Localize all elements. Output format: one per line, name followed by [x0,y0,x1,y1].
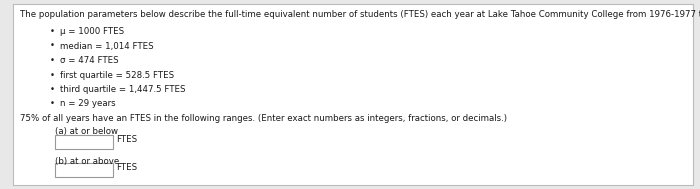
FancyBboxPatch shape [13,4,693,185]
Bar [55,135,113,149]
Text: •: • [50,85,55,94]
Text: σ = 474 FTES: σ = 474 FTES [60,56,118,65]
Text: FTES: FTES [116,136,137,145]
Bar [55,163,113,177]
Text: (a) at or below: (a) at or below [55,127,118,136]
Text: n = 29 years: n = 29 years [60,99,116,108]
Text: 75% of all years have an FTES in the following ranges. (Enter exact numbers as i: 75% of all years have an FTES in the fol… [20,114,507,123]
Text: third quartile = 1,447.5 FTES: third quartile = 1,447.5 FTES [60,85,186,94]
Text: first quartile = 528.5 FTES: first quartile = 528.5 FTES [60,70,174,80]
Text: •: • [50,27,55,36]
Text: •: • [50,99,55,108]
Text: The population parameters below describe the full-time equivalent number of stud: The population parameters below describe… [20,10,700,19]
Text: FTES: FTES [116,163,137,173]
Text: •: • [50,56,55,65]
Text: •: • [50,42,55,50]
Text: (b) at or above: (b) at or above [55,157,119,166]
Text: μ = 1000 FTES: μ = 1000 FTES [60,27,124,36]
Text: •: • [50,70,55,80]
Text: median = 1,014 FTES: median = 1,014 FTES [60,42,153,50]
